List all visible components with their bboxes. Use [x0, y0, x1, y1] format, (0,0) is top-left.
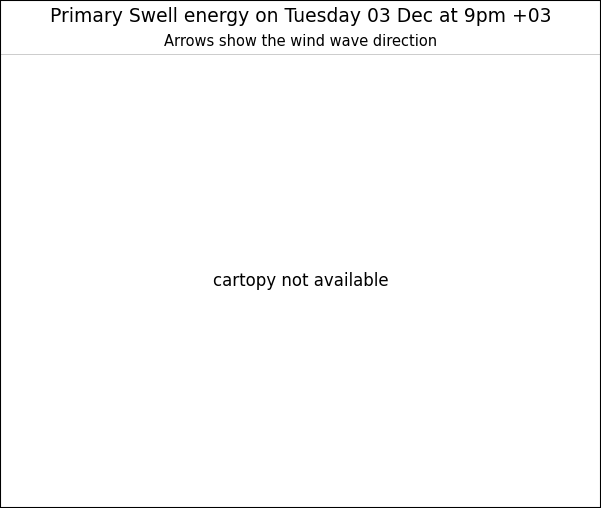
Text: Primary Swell energy on Tuesday 03 Dec at 9pm +03: Primary Swell energy on Tuesday 03 Dec a… — [50, 7, 551, 26]
Text: Arrows show the wind wave direction: Arrows show the wind wave direction — [164, 34, 437, 49]
Text: cartopy not available: cartopy not available — [213, 272, 388, 291]
